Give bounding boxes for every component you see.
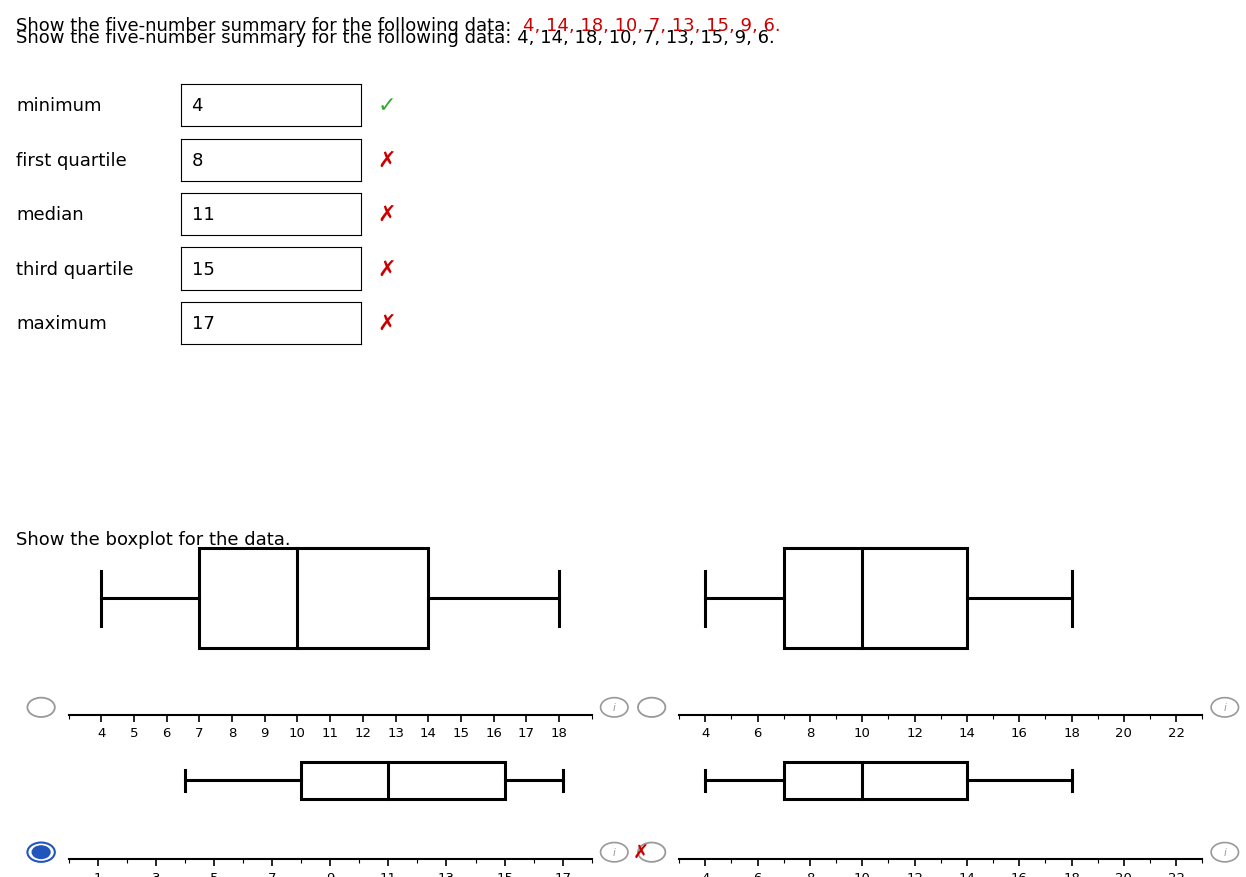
Text: Show the five-number summary for the following data: 4, 14, 18, 10, 7, 13, 15, 9: Show the five-number summary for the fol…	[16, 29, 775, 47]
Text: ✗: ✗	[378, 260, 396, 279]
Text: i: i	[613, 847, 616, 857]
Bar	[784, 762, 967, 799]
Text: i: i	[613, 702, 616, 712]
Text: ✓: ✓	[378, 96, 396, 116]
Text: first quartile: first quartile	[16, 152, 127, 169]
Text: maximum: maximum	[16, 315, 107, 332]
Text: ✗: ✗	[378, 314, 396, 333]
Bar	[199, 549, 429, 648]
Text: Show the boxplot for the data.: Show the boxplot for the data.	[16, 531, 290, 549]
Text: third quartile: third quartile	[16, 260, 133, 278]
Text: Show the five-number summary for the following data:: Show the five-number summary for the fol…	[16, 18, 517, 35]
Text: 4: 4	[192, 97, 203, 115]
Text: 8: 8	[192, 152, 203, 169]
Text: ✗: ✗	[378, 151, 396, 170]
Text: median: median	[16, 206, 83, 224]
Bar	[302, 762, 505, 799]
Text: 4, 14, 18, 10, 7, 13, 15, 9, 6.: 4, 14, 18, 10, 7, 13, 15, 9, 6.	[523, 18, 780, 35]
Text: minimum: minimum	[16, 97, 102, 115]
Text: 17: 17	[192, 315, 214, 332]
Text: 15: 15	[192, 260, 214, 278]
Text: 11: 11	[192, 206, 214, 224]
Text: i: i	[1224, 847, 1226, 857]
Text: i: i	[1224, 702, 1226, 712]
Bar	[784, 549, 967, 648]
Text: ✗: ✗	[378, 205, 396, 225]
Text: ✗: ✗	[633, 843, 649, 862]
